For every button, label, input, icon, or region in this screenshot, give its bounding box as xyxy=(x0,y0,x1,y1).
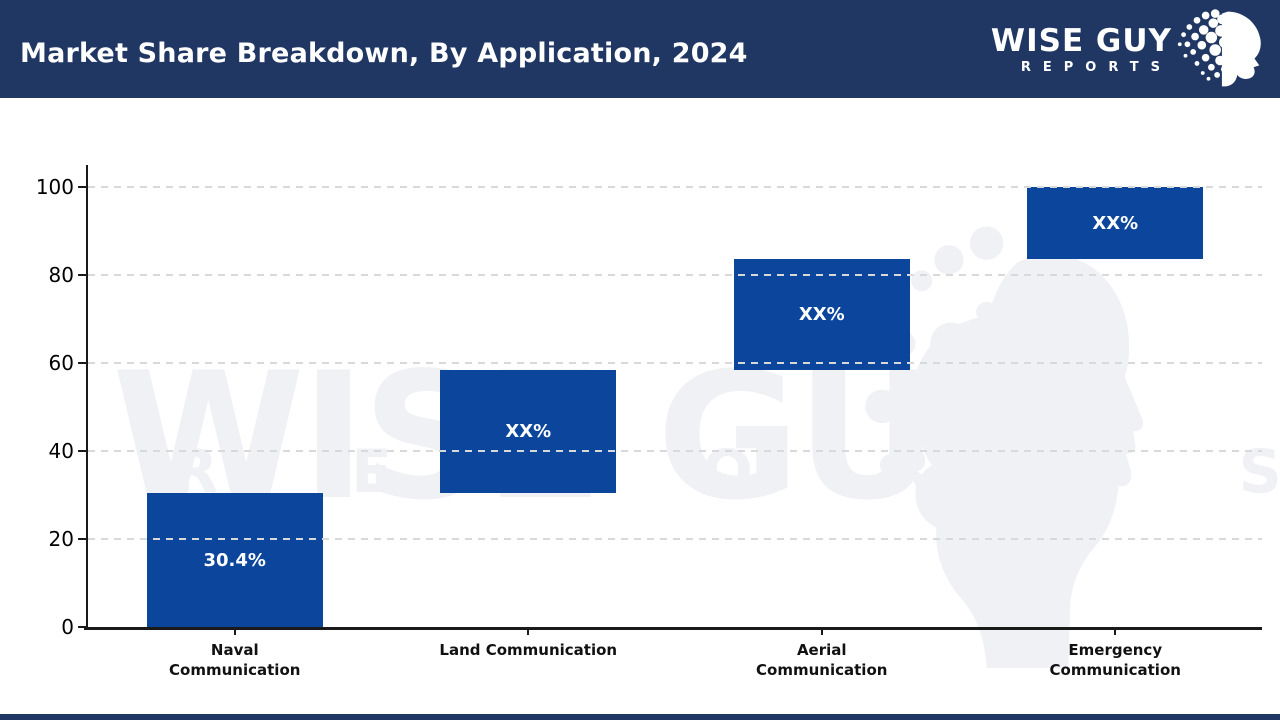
bar-value-label: XX% xyxy=(798,304,845,326)
y-tick-20 xyxy=(78,538,86,540)
x-axis-category-label: Land Communication xyxy=(439,641,618,659)
y-tick-label-60: 60 xyxy=(48,351,74,375)
brand-subtitle: REPORTS xyxy=(1020,60,1172,76)
gridline-40 xyxy=(88,450,1262,452)
y-tick-label-40: 40 xyxy=(48,439,74,463)
bar-segment: XX% xyxy=(733,259,910,371)
y-tick-label-20: 20 xyxy=(48,527,74,551)
x-axis-spine xyxy=(84,627,1262,630)
y-tick-label-100: 100 xyxy=(35,175,74,199)
bar-segment: 30.4% xyxy=(146,493,323,627)
brand-head-icon xyxy=(1177,9,1261,87)
header-bar: Market Share Breakdown, By Application, … xyxy=(0,0,1280,98)
x-tick xyxy=(233,627,236,635)
y-tick-label-80: 80 xyxy=(48,263,74,287)
bar-value-label: XX% xyxy=(1092,212,1139,234)
x-axis-category-label: Naval Communication xyxy=(169,641,301,679)
y-tick-60 xyxy=(78,362,86,364)
y-tick-100 xyxy=(78,186,86,188)
bar-segment: XX% xyxy=(440,370,617,494)
y-tick-0 xyxy=(78,626,86,628)
bar-segment: XX% xyxy=(1027,187,1204,260)
x-tick xyxy=(820,627,823,635)
footer-bar xyxy=(0,714,1280,720)
x-axis-category-label: Aerial Communication xyxy=(756,641,888,679)
gridline-60 xyxy=(88,362,1262,364)
bar-value-label: XX% xyxy=(505,421,552,443)
y-tick-80 xyxy=(78,274,86,276)
bar-value-label: 30.4% xyxy=(203,549,266,571)
x-tick xyxy=(1114,627,1117,635)
gridline-80 xyxy=(88,274,1262,276)
y-tick-40 xyxy=(78,450,86,452)
brand-name: WISE GUY xyxy=(990,22,1172,59)
brand-logo: WISE GUY REPORTS xyxy=(991,6,1266,92)
y-axis-spine xyxy=(86,165,88,630)
chart-area: WISE GUY R E P O R T S 0 20 40 60 80 100 30.4%… xyxy=(0,98,1280,714)
gridline-20 xyxy=(88,538,1262,540)
chart-title: Market Share Breakdown, By Application, … xyxy=(20,37,748,69)
plot-area: 0 20 40 60 80 100 30.4% Naval Communication XX% L… xyxy=(36,165,1262,679)
gridline-100 xyxy=(88,186,1262,188)
x-tick xyxy=(527,627,530,635)
x-axis-category-label: Emergency Communication xyxy=(1049,641,1181,679)
y-tick-label-0: 0 xyxy=(61,615,74,639)
